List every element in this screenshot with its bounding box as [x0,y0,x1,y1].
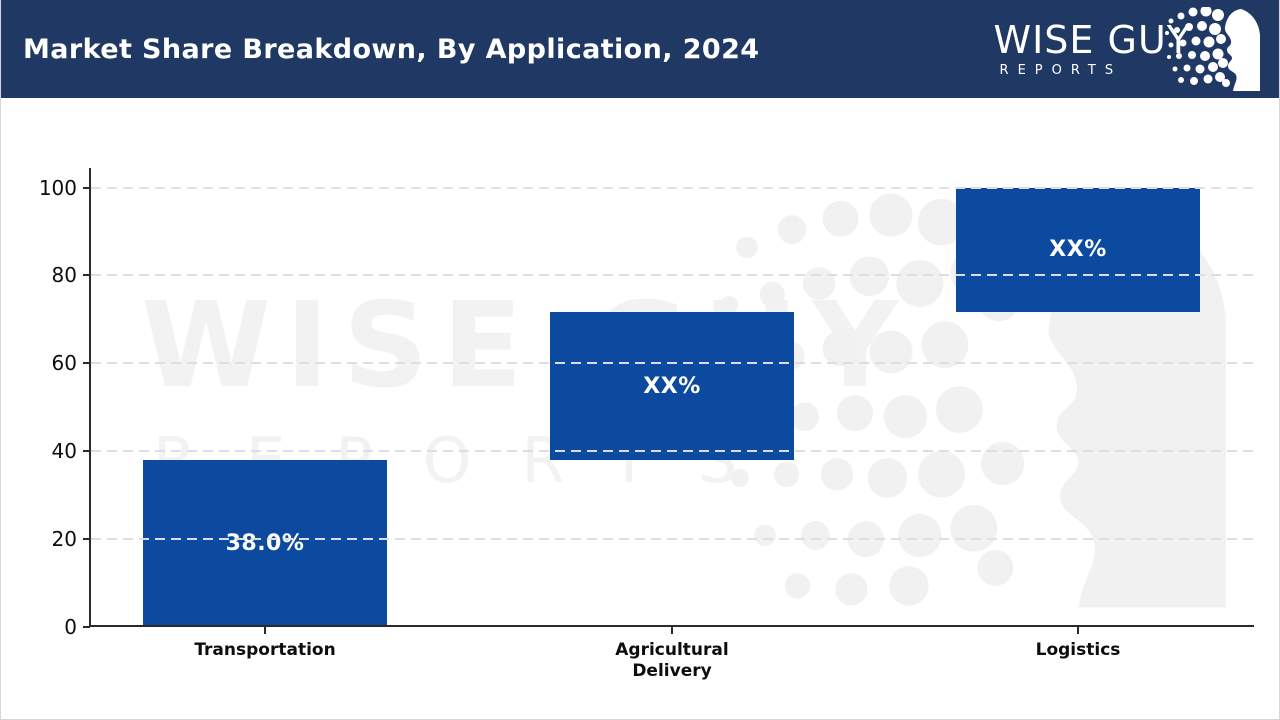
gridline-80 [91,274,1254,277]
header-bar: Market Share Breakdown, By Application, … [1,0,1279,98]
y-axis-label-40: 40 [51,439,77,464]
x-axis-line [89,625,1254,627]
y-axis-tick-100 [83,186,90,189]
y-axis-tick-40 [83,450,90,453]
bar-value-label-logistics: XX% [1049,237,1107,263]
gridline-100 [91,186,1254,189]
bar-value-label-transportation: 38.0% [225,530,305,556]
bar-transportation: 38.0% [143,459,387,627]
x-axis-tick-transportation [264,627,266,634]
x-axis-label-agricultural-delivery: Agricultural Delivery [615,640,729,681]
y-axis-line [89,168,91,627]
y-axis-label-80: 80 [51,263,77,288]
y-axis-tick-60 [83,362,90,365]
x-axis-tick-logistics [1077,627,1079,634]
logo-wordmark: WISE GUY [993,18,1191,62]
bar-logistics: XX% [956,187,1200,313]
wiseguy-logo: WISE GUY REPORTS [994,7,1265,91]
page-title: Market Share Breakdown, By Application, … [23,33,760,65]
logo-text: WISE GUY REPORTS [994,20,1191,78]
y-axis-tick-20 [83,538,90,541]
y-axis-label-100: 100 [38,175,77,200]
face-profile-icon [1165,7,1260,91]
x-axis-tick-agricultural-delivery [671,627,673,634]
x-axis-label-logistics: Logistics [1035,640,1121,660]
y-axis-tick-0 [83,626,90,628]
y-axis-label-60: 60 [51,351,77,376]
logo-subtitle: REPORTS [999,63,1123,78]
y-axis-label-20: 20 [51,527,77,552]
gridline-20 [91,538,1254,541]
gridline-40 [91,450,1254,453]
x-axis-label-transportation: Transportation [194,640,336,660]
bar-value-label-agricultural-delivery: XX% [643,373,701,399]
gridline-60 [91,362,1254,365]
y-axis-label-0: 0 [64,615,77,639]
y-axis-tick-80 [83,274,90,277]
bar-agricultural-delivery: XX% [550,312,794,460]
